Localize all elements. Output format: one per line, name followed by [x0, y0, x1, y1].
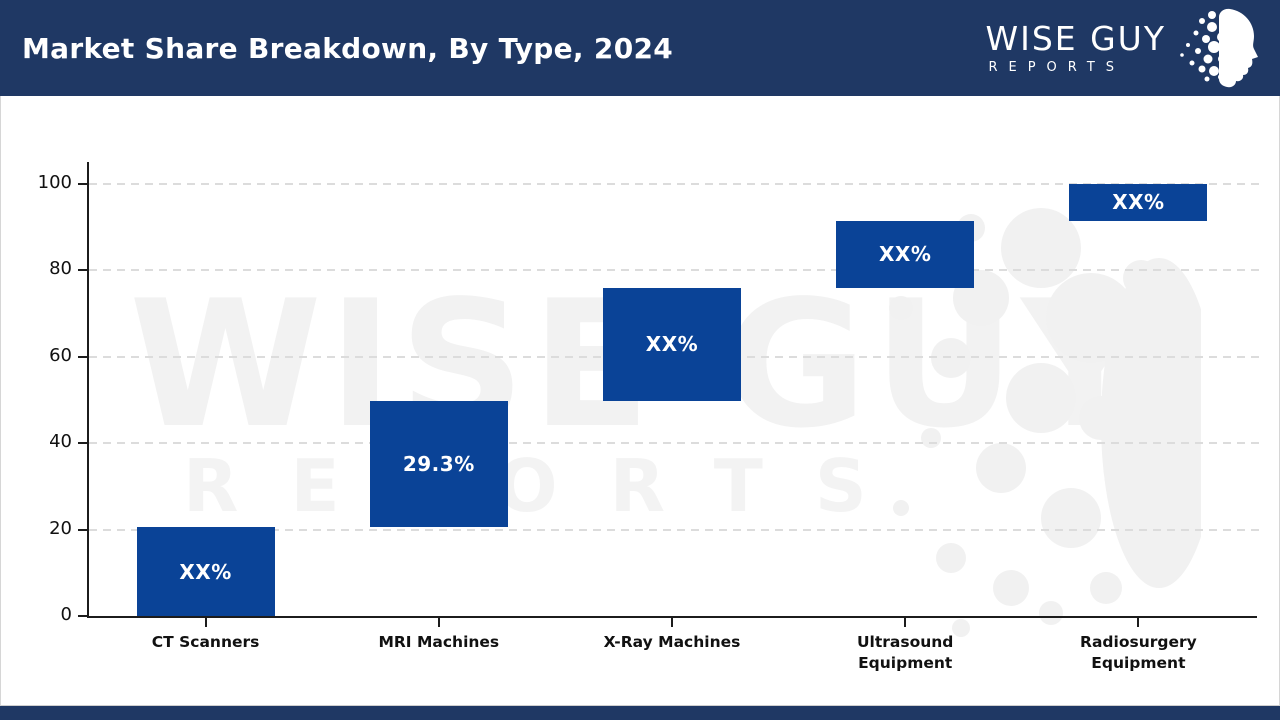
bar-ultrasound-equipment: XX%	[836, 220, 975, 289]
page-title: Market Share Breakdown, By Type, 2024	[22, 31, 674, 65]
y-tick-label-0: 0	[60, 604, 72, 625]
bar-value-label: XX%	[645, 332, 699, 357]
bar-mri-machines: 29.3%	[369, 400, 508, 528]
x-category-label-mri-machines: MRI Machines	[378, 633, 500, 651]
y-axis-line	[87, 162, 89, 618]
y-tick-80	[78, 269, 88, 272]
x-category-label-ultrasound-equipment: Ultrasound Equipment	[856, 633, 954, 672]
x-axis-line	[87, 616, 1257, 618]
y-tick-label-80: 80	[49, 258, 72, 280]
waterfall-chart: 0 20 40 60 80 100 XX% CT Scanners 29.3% MRI Machi…	[1, 96, 1279, 705]
watermark-subtitle: REPORTS	[183, 444, 919, 528]
x-tick-radiosurgery-equipment	[1137, 618, 1140, 627]
x-tick-ct-scanners	[204, 618, 207, 627]
y-tick-0	[78, 615, 88, 617]
y-tick-label-20: 20	[49, 517, 72, 539]
x-tick-mri-machines	[437, 618, 440, 627]
y-tick-label-60: 60	[49, 344, 72, 366]
bar-value-label: XX%	[179, 559, 232, 584]
bar-value-label: XX%	[878, 242, 932, 267]
bar-value-label: XX%	[1112, 190, 1165, 215]
x-category-label-x-ray-machines: X-Ray Machines	[603, 633, 741, 651]
header: Market Share Breakdown, By Type, 2024 WI…	[0, 0, 1280, 96]
bar-x-ray-machines: XX%	[603, 288, 741, 401]
y-tick-100	[78, 183, 88, 185]
x-tick-x-ray-machines	[671, 618, 673, 627]
y-tick-40	[78, 442, 88, 445]
chart-area: WISE GUY REPORTS 0 20 40 60 80 100 XX% CT Scann…	[0, 96, 1280, 706]
bar-ct-scanners: XX%	[136, 527, 275, 616]
gridline-80	[89, 269, 1265, 272]
logo-text: WISE GUY REPORTS	[985, 19, 1166, 76]
wise-guy-reports-logo: WISE GUY REPORTS	[985, 7, 1258, 89]
y-tick-label-40: 40	[49, 431, 72, 453]
gridline-20	[89, 528, 1265, 531]
watermark-dotted-head-icon	[889, 208, 1201, 637]
gridline-40	[89, 442, 1265, 445]
y-tick-label-100: 100	[37, 172, 72, 193]
dotted-head-icon	[1180, 8, 1258, 88]
y-tick-60	[78, 355, 88, 358]
bar-value-label: 29.3%	[402, 452, 475, 477]
logo-wordmark: WISE GUY	[985, 19, 1166, 58]
x-tick-ultrasound-equipment	[904, 618, 907, 627]
gridline-100	[89, 183, 1265, 185]
logo-subtitle: REPORTS	[988, 60, 1126, 75]
footer-bar	[0, 706, 1280, 720]
y-tick-20	[78, 528, 88, 531]
bar-radiosurgery-equipment: XX%	[1069, 184, 1208, 221]
x-category-label-radiosurgery-equipment: Radiosurgery Equipment	[1080, 633, 1197, 672]
x-category-label-ct-scanners: CT Scanners	[151, 633, 260, 651]
